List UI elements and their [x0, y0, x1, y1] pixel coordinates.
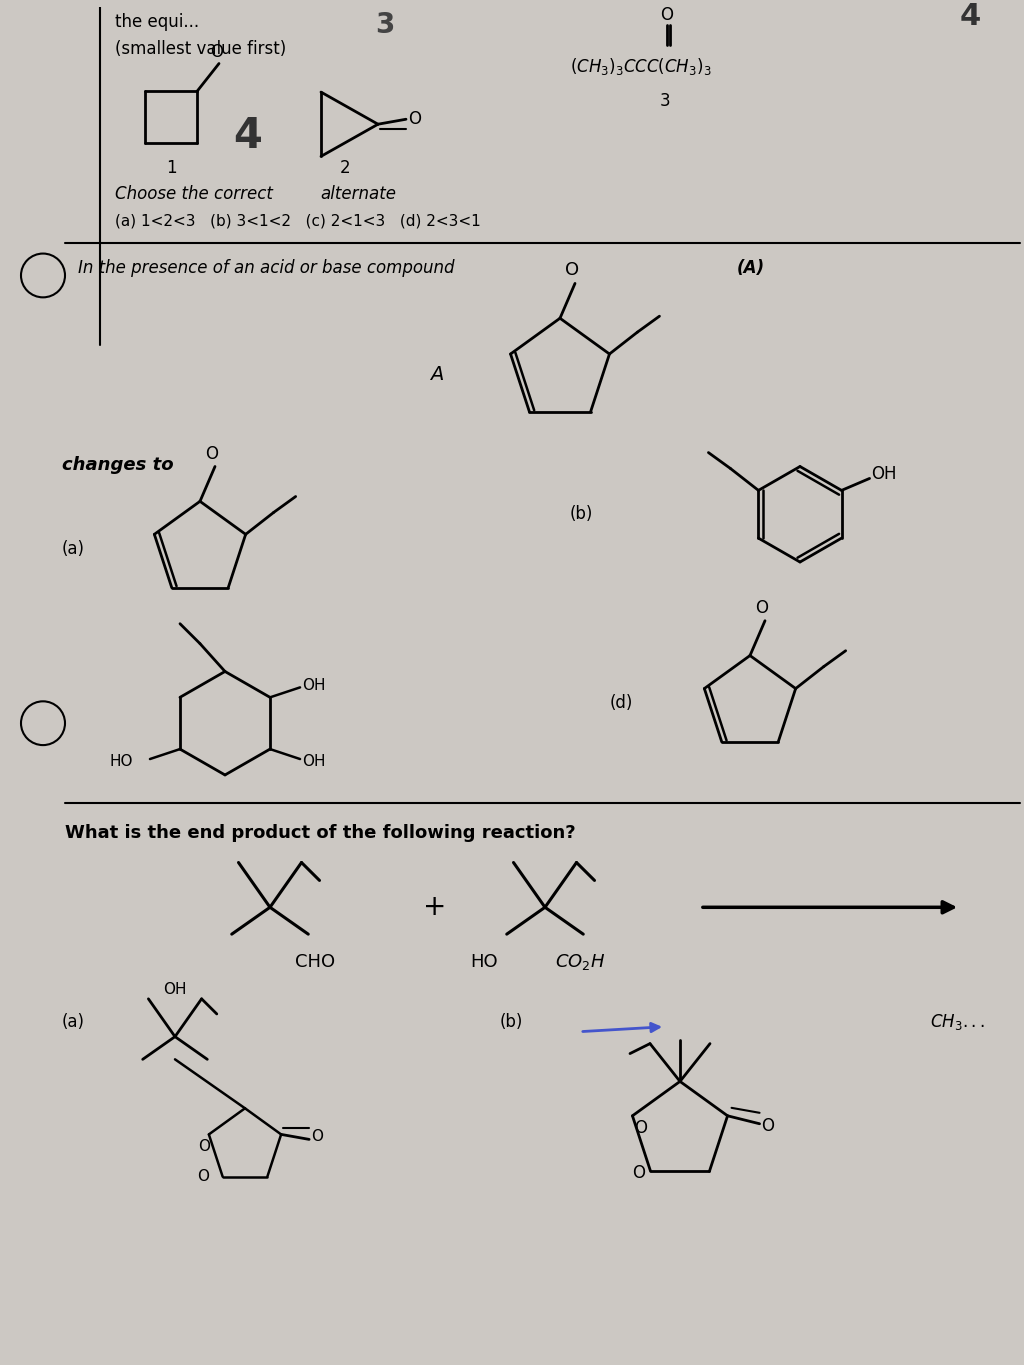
Text: OH: OH	[302, 753, 326, 768]
Text: HO: HO	[470, 953, 498, 971]
Text: the equi...: the equi...	[115, 12, 199, 31]
Text: What is the end product of the following reaction?: What is the end product of the following…	[65, 823, 575, 842]
Text: O: O	[660, 5, 674, 23]
Text: (A): (A)	[737, 259, 765, 277]
Text: O: O	[565, 262, 579, 280]
Text: O: O	[635, 1119, 647, 1137]
Text: Choose the correct: Choose the correct	[115, 184, 272, 203]
Text: (a): (a)	[62, 541, 85, 558]
Text: OH: OH	[871, 465, 897, 483]
Text: (a): (a)	[62, 1013, 85, 1031]
Text: changes to: changes to	[62, 456, 174, 474]
Circle shape	[22, 254, 65, 298]
Text: O: O	[197, 1170, 209, 1185]
Text: 2: 2	[340, 158, 350, 177]
Text: O: O	[408, 111, 421, 128]
Text: 9: 9	[36, 266, 50, 285]
Text: OH: OH	[163, 983, 186, 998]
Text: (b): (b)	[570, 505, 593, 523]
Text: HO: HO	[110, 753, 133, 768]
Text: (b): (b)	[500, 1013, 523, 1031]
Text: O: O	[211, 42, 223, 60]
Text: 3: 3	[376, 11, 394, 38]
Text: CHO: CHO	[295, 953, 335, 971]
Text: O: O	[756, 599, 768, 617]
Text: 1: 1	[166, 158, 176, 177]
Text: $(CH_3)_3CCC(CH_3)_3$: $(CH_3)_3CCC(CH_3)_3$	[570, 56, 712, 76]
Text: (smallest value first): (smallest value first)	[115, 40, 287, 57]
Text: alternate: alternate	[319, 184, 396, 203]
Text: (d): (d)	[610, 695, 634, 713]
Text: $CO_2H$: $CO_2H$	[555, 951, 605, 972]
Text: (a) 1<2<3   (b) 3<1<2   (c) 2<1<3   (d) 2<3<1: (a) 1<2<3 (b) 3<1<2 (c) 2<1<3 (d) 2<3<1	[115, 213, 480, 228]
Text: O: O	[762, 1117, 774, 1134]
Text: 3: 3	[660, 93, 671, 111]
Text: O: O	[311, 1129, 324, 1144]
Text: (c): (c)	[33, 715, 53, 730]
Text: A: A	[430, 366, 443, 385]
Circle shape	[22, 702, 65, 745]
Text: In the presence of an acid or base compound: In the presence of an acid or base compo…	[78, 259, 460, 277]
Text: OH: OH	[302, 678, 326, 693]
Text: O: O	[633, 1164, 645, 1182]
Text: 4: 4	[959, 3, 981, 31]
Text: O: O	[206, 445, 218, 463]
Text: 4: 4	[233, 115, 262, 157]
Text: O: O	[198, 1138, 210, 1153]
Text: $CH_3...$: $CH_3...$	[930, 1011, 984, 1032]
Text: +: +	[423, 893, 446, 921]
